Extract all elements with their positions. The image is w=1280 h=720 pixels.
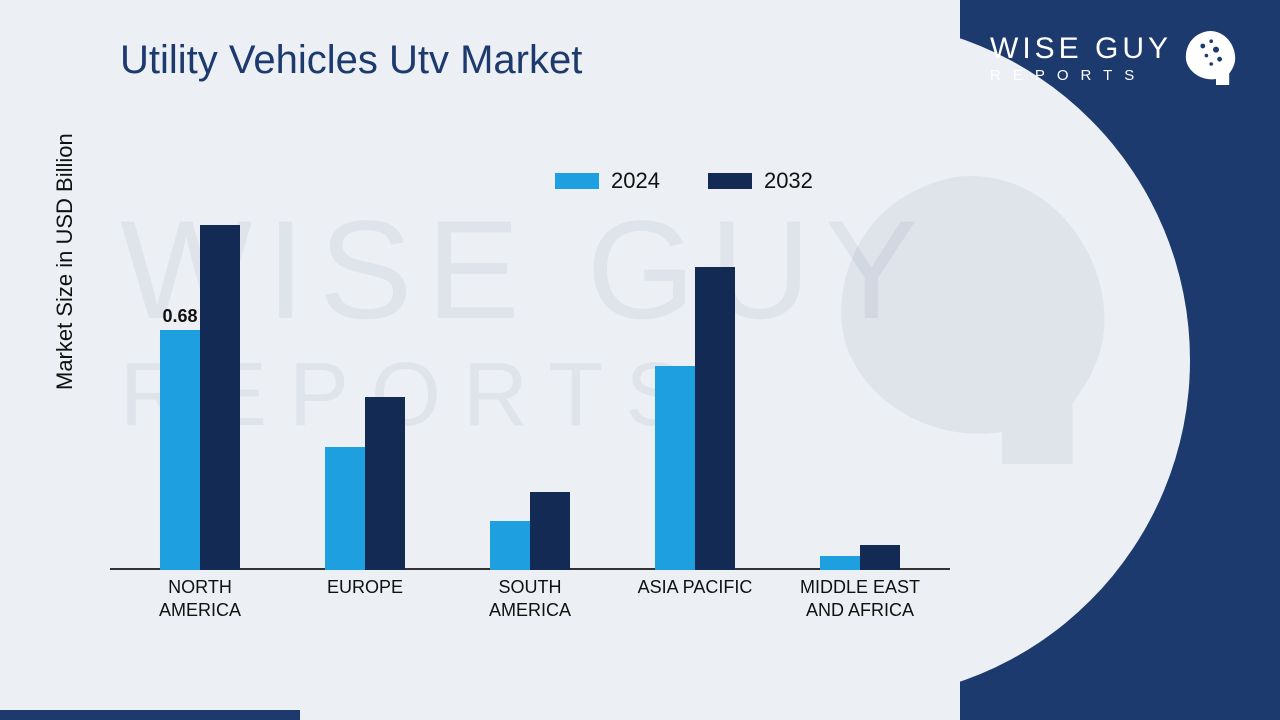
- x-label-na: NORTH AMERICA: [135, 576, 265, 621]
- brand-line1: WISE GUY: [990, 34, 1172, 64]
- bar-group-eu: [305, 397, 425, 570]
- bar-group-ap: [635, 267, 755, 570]
- bar-ap-2024: [655, 366, 695, 570]
- bar-na-2032: [200, 225, 240, 570]
- chart-title: Utility Vehicles Utv Market: [120, 38, 582, 83]
- bar-group-sa: [470, 492, 590, 570]
- legend-item-2024: 2024: [555, 168, 660, 194]
- bar-sa-2024: [490, 521, 530, 570]
- legend-swatch-2032: [708, 173, 752, 189]
- right-brand-band: [960, 0, 1280, 720]
- bar-sa-2032: [530, 492, 570, 570]
- bar-group-na: 0.68: [140, 225, 260, 570]
- legend: 2024 2032: [555, 168, 813, 194]
- brand-head-icon: [1180, 28, 1240, 88]
- legend-label-2032: 2032: [764, 168, 813, 194]
- brand-text: WISE GUY REPORTS: [990, 34, 1172, 83]
- y-axis-label: Market Size in USD Billion: [52, 133, 78, 390]
- bar-eu-2024: [325, 447, 365, 570]
- legend-item-2032: 2032: [708, 168, 813, 194]
- bar-mea-2032: [860, 545, 900, 570]
- legend-label-2024: 2024: [611, 168, 660, 194]
- bar-value-label-na: 0.68: [162, 306, 197, 327]
- page-root: WISE GUY REPORTS Utility Vehicles Utv Ma…: [0, 0, 1280, 720]
- bar-group-mea: [800, 545, 920, 570]
- bar-ap-2032: [695, 267, 735, 570]
- bar-eu-2032: [365, 397, 405, 570]
- bottom-accent-bar: [0, 710, 300, 720]
- x-label-eu: EUROPE: [300, 576, 430, 599]
- x-label-mea: MIDDLE EAST AND AFRICA: [795, 576, 925, 621]
- chart-plot-area: 0.68: [110, 200, 950, 570]
- brand-line2: REPORTS: [990, 68, 1172, 83]
- x-label-sa: SOUTH AMERICA: [465, 576, 595, 621]
- brand-block: WISE GUY REPORTS: [990, 28, 1250, 88]
- legend-swatch-2024: [555, 173, 599, 189]
- bar-mea-2024: [820, 556, 860, 570]
- bar-na-2024: 0.68: [160, 330, 200, 570]
- x-label-ap: ASIA PACIFIC: [630, 576, 760, 599]
